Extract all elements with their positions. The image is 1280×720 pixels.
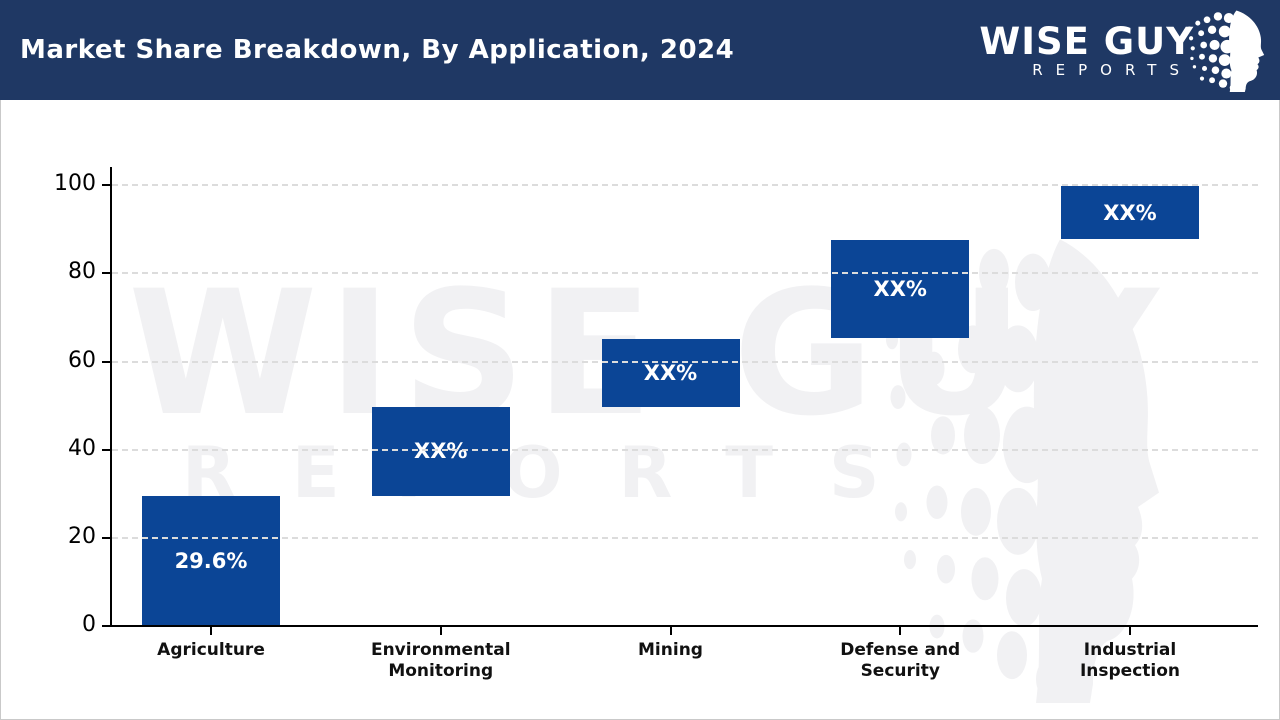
x-category-label: Industrial Inspection xyxy=(1079,640,1181,681)
y-axis-line xyxy=(110,167,112,627)
bar-industrial-inspection: XX% xyxy=(1061,186,1199,240)
bar-value-label: XX% xyxy=(643,360,698,385)
bar-defense-and-security: XX% xyxy=(831,239,970,338)
gridline-60 xyxy=(112,360,1258,363)
x-tick-2 xyxy=(669,627,672,635)
y-tick-label-20: 20 xyxy=(68,523,96,549)
x-category-label: Agriculture xyxy=(157,640,265,660)
y-tick-100 xyxy=(102,184,110,187)
y-tick-label-0: 0 xyxy=(82,612,96,637)
y-tick-label-60: 60 xyxy=(68,347,96,373)
bar-value-label: XX% xyxy=(414,439,468,464)
x-category-label: Environmental Monitoring xyxy=(370,640,511,681)
y-tick-0 xyxy=(102,625,110,627)
y-tick-label-100: 100 xyxy=(54,171,96,197)
gridline-20 xyxy=(112,536,1258,539)
x-category-label: Defense and Security xyxy=(840,640,961,681)
logo-text-block: WISE GUY REPORTS xyxy=(979,23,1194,78)
y-tick-60 xyxy=(102,360,110,363)
x-tick-0 xyxy=(210,627,212,635)
x-tick-4 xyxy=(1129,627,1131,635)
bar-agriculture: 29.6% xyxy=(142,495,280,626)
x-axis-line xyxy=(110,625,1258,627)
bar-mining: XX% xyxy=(601,339,740,407)
x-category-label: Mining xyxy=(638,640,703,660)
gridline-80 xyxy=(112,272,1258,275)
bar-value-label: 29.6% xyxy=(174,548,248,573)
logo-wordmark: WISE GUY xyxy=(979,19,1194,63)
x-tick-1 xyxy=(439,627,442,635)
y-tick-20 xyxy=(102,536,110,539)
chart-title: Market Share Breakdown, By Application, … xyxy=(20,35,735,65)
wiseguy-logo: WISE GUY REPORTS xyxy=(979,8,1266,92)
x-tick-3 xyxy=(899,627,902,635)
bar-value-label: XX% xyxy=(873,276,927,301)
y-tick-label-80: 80 xyxy=(68,259,96,285)
logo-subtitle: REPORTS xyxy=(1032,60,1192,79)
y-tick-80 xyxy=(102,272,110,275)
y-tick-40 xyxy=(102,448,110,451)
header-bar: Market Share Breakdown, By Application, … xyxy=(0,0,1280,100)
logo-dotted-head-icon xyxy=(1180,8,1266,92)
gridline-100 xyxy=(112,184,1258,187)
bar-environmental-monitoring: XX% xyxy=(371,406,510,496)
y-tick-label-40: 40 xyxy=(68,435,96,461)
bar-value-label: XX% xyxy=(1103,200,1157,225)
gridline-40 xyxy=(112,448,1258,451)
